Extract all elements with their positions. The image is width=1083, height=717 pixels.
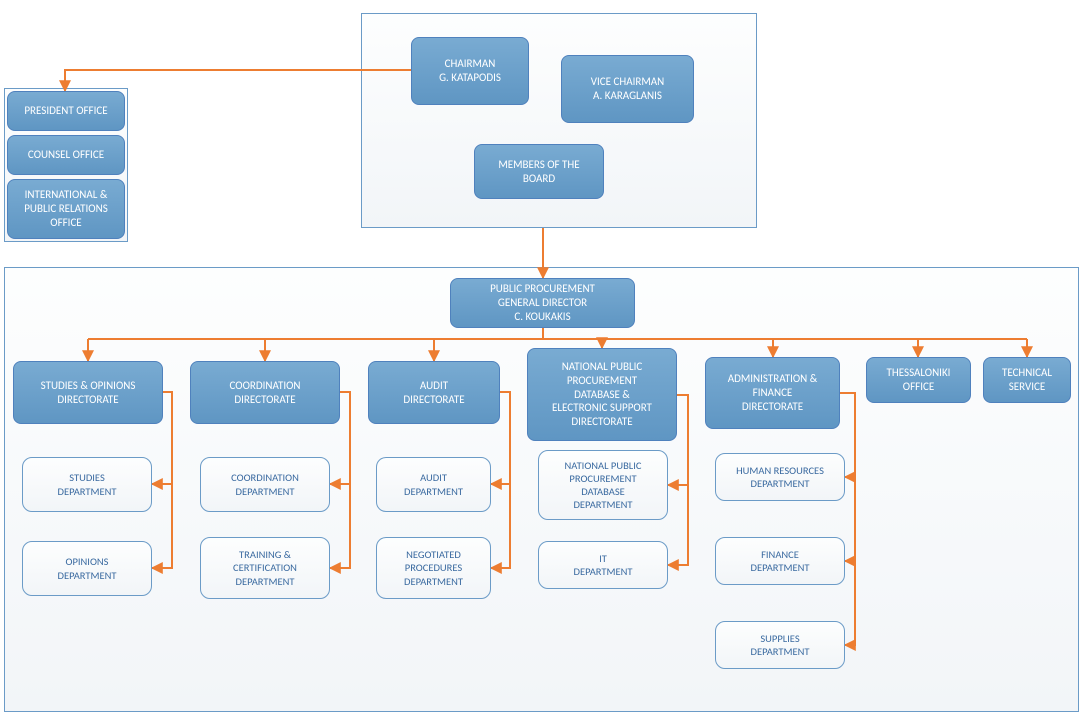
node-dept-database: NATIONAL PUBLICPROCUREMENTDATABASEDEPART… [538,450,668,520]
node-technical-service: TECHNICALSERVICE [983,357,1071,403]
node-members-of-board: MEMBERS OF THEBOARD [474,144,604,199]
node-dept-finance: FINANCEDEPARTMENT [715,537,845,585]
node-dir-coordination: COORDINATIONDIRECTORATE [190,361,340,424]
node-dept-audit: AUDITDEPARTMENT [376,457,491,512]
node-thessaloniki-office: THESSALONIKIOFFICE [866,357,971,403]
node-dept-training: TRAINING &CERTIFICATIONDEPARTMENT [200,537,330,599]
node-president-office: PRESIDENT OFFICE [7,91,125,131]
node-dir-studies: STUDIES & OPINIONSDIRECTORATE [13,361,163,424]
node-dir-audit: AUDITDIRECTORATE [368,361,500,424]
node-dept-studies: STUDIESDEPARTMENT [22,457,152,512]
node-dir-database: NATIONAL PUBLICPROCUREMENTDATABASE &ELEC… [527,348,677,441]
node-dept-coordination: COORDINATIONDEPARTMENT [200,457,330,512]
node-dept-hr: HUMAN RESOURCESDEPARTMENT [715,453,845,501]
node-dept-opinions: OPINIONSDEPARTMENT [22,541,152,596]
node-dept-it: ITDEPARTMENT [538,541,668,589]
node-dir-admin-finance: ADMINISTRATION &FINANCEDIRECTORATE [705,357,840,429]
node-dept-supplies: SUPPLIESDEPARTMENT [715,621,845,669]
node-vice-chairman: VICE CHAIRMANA. KARAGLANIS [561,55,694,123]
node-international-office: INTERNATIONAL &PUBLIC RELATIONSOFFICE [7,179,125,239]
node-counsel-office: COUNSEL OFFICE [7,135,125,175]
node-dept-negotiated-procedures: NEGOTIATEDPROCEDURESDEPARTMENT [376,537,491,599]
node-chairman: CHAIRMANG. KATAPODIS [411,37,529,105]
node-general-director: PUBLIC PROCUREMENTGENERAL DIRECTORC. KOU… [450,278,635,328]
